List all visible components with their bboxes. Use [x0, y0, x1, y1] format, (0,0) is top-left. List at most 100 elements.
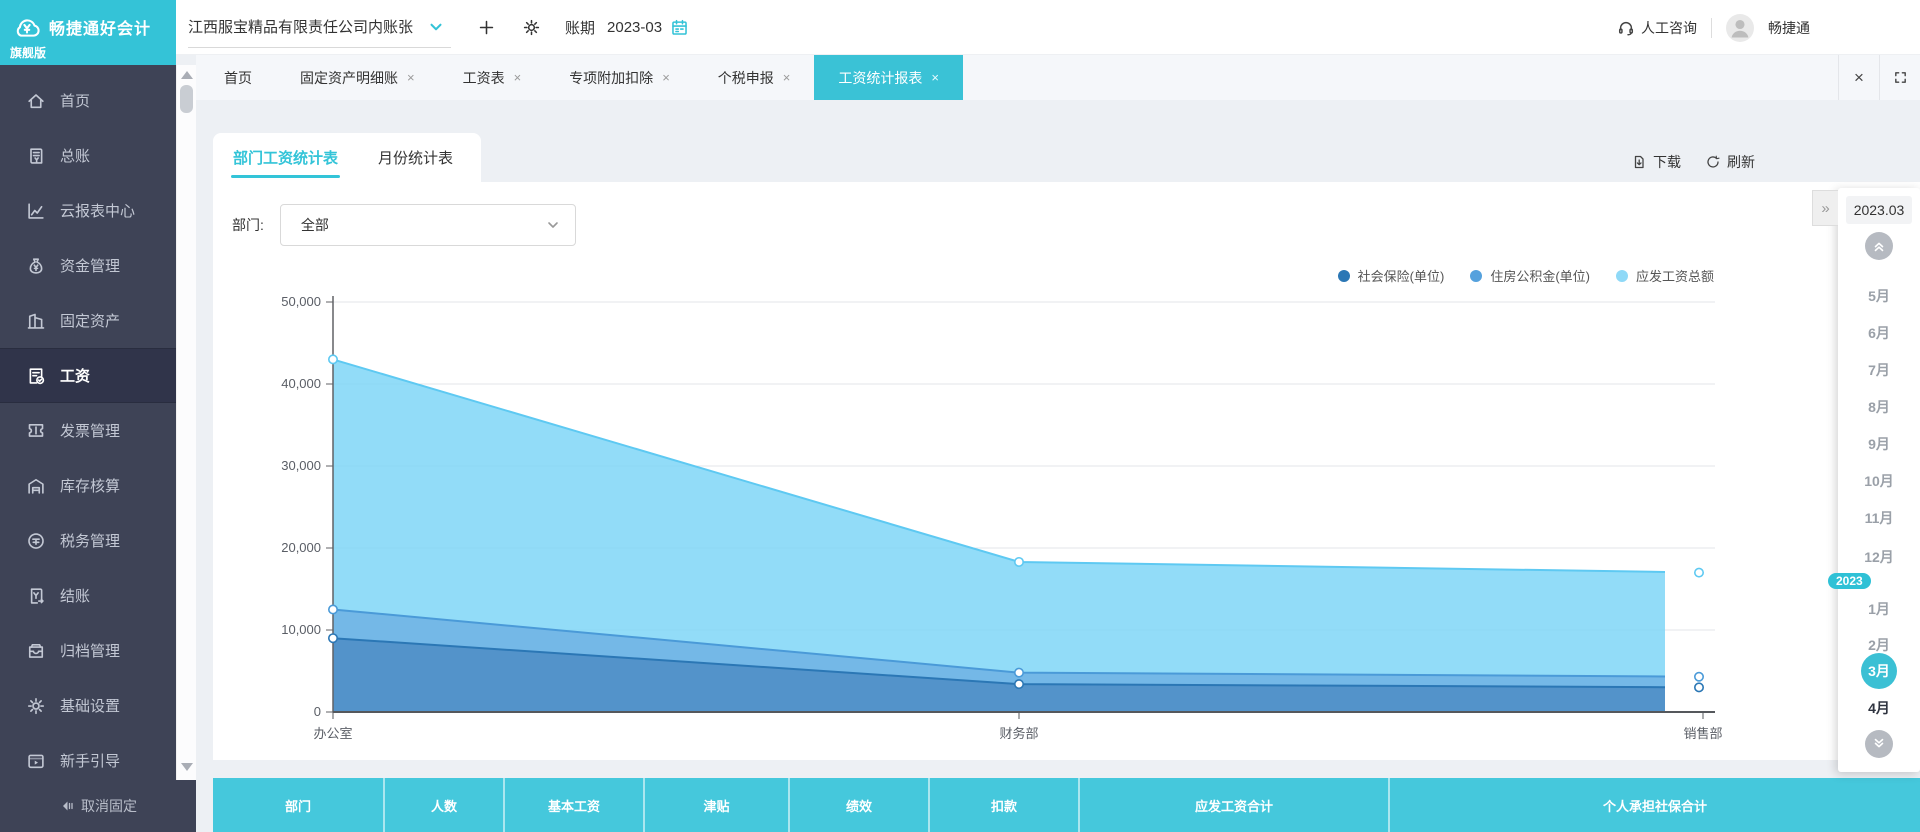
support-button[interactable]: 人工咨询 — [1617, 18, 1697, 38]
tax-icon — [28, 532, 44, 549]
sidebar-item[interactable]: 发票管理 — [0, 403, 176, 458]
scroll-up-arrow[interactable] — [181, 71, 193, 79]
tab-label: 固定资产明细账 — [300, 69, 398, 86]
sidebar-item[interactable]: 库存核算 — [0, 458, 176, 513]
legend-item[interactable]: 社会保险(单位) — [1337, 266, 1445, 285]
period-value[interactable]: 2023-03 — [607, 18, 663, 36]
sidebar-item-label: 首页 — [60, 93, 91, 110]
sidebar-item[interactable]: 结账 — [0, 568, 176, 623]
month-item[interactable]: 10月 — [1864, 473, 1894, 489]
svg-text:0: 0 — [314, 704, 321, 719]
moneybag-icon — [29, 257, 43, 274]
archive-icon — [28, 643, 44, 658]
month-item[interactable]: 7月 — [1868, 362, 1890, 378]
company-selector[interactable]: 江西服宝精品有限责任公司内账张 — [188, 16, 452, 48]
sidebar-unpin-button[interactable]: 取消固定 — [0, 780, 196, 832]
month-item[interactable]: 11月 — [1864, 510, 1894, 526]
sidebar-item[interactable]: 基础设置 — [0, 678, 176, 733]
month-item[interactable]: 4月 — [1868, 700, 1890, 716]
refresh-button[interactable]: 刷新 — [1705, 152, 1755, 172]
sidebar-item[interactable]: 资金管理 — [0, 238, 176, 293]
department-filter: 部门: 全部 — [232, 204, 576, 246]
months-scroll-up-button[interactable] — [1865, 232, 1893, 260]
collapse-chevrons-icon: » — [1821, 199, 1830, 217]
brand-edition: 旗舰版 — [10, 46, 47, 60]
month-item[interactable]: 5月 — [1868, 288, 1890, 304]
support-label: 人工咨询 — [1641, 19, 1697, 36]
expand-icon — [1894, 72, 1906, 83]
close-tab-icon[interactable]: × — [931, 70, 939, 85]
company-name: 江西服宝精品有限责任公司内账张 — [188, 19, 414, 36]
unpin-icon — [63, 801, 73, 811]
invoice-icon — [28, 423, 44, 437]
sidebar-item[interactable]: 新手引导 — [0, 733, 176, 788]
report-subtab[interactable]: 月份统计表 — [378, 150, 454, 167]
sidebar-scrollbar[interactable] — [176, 65, 196, 780]
sidebar-item[interactable]: 归档管理 — [0, 623, 176, 678]
main-tab[interactable]: 专项附加扣除 × — [545, 55, 694, 100]
tab-label: 工资统计报表 — [838, 69, 923, 86]
sidebar-item[interactable]: 云报表中心 — [0, 183, 176, 238]
close-tab-icon[interactable]: × — [662, 70, 670, 85]
month-item[interactable]: 1月 — [1868, 601, 1890, 617]
month-item-selected[interactable]: 3月 — [1861, 653, 1897, 689]
report-subtab[interactable]: 部门工资统计表 — [213, 133, 358, 182]
gear-icon — [523, 19, 540, 35]
main-tab[interactable]: 工资统计报表 × — [814, 55, 963, 100]
sidebar-item-label: 固定资产 — [60, 313, 121, 330]
department-select-value: 全部 — [300, 217, 329, 233]
selected-period[interactable]: 2023.03 — [1846, 196, 1912, 224]
closing-icon — [30, 587, 44, 604]
user-name[interactable]: 畅捷通 — [1768, 19, 1810, 36]
sidebar-item[interactable]: 总账 — [0, 128, 176, 183]
legend-item[interactable]: 应发工资总额 — [1615, 266, 1714, 285]
month-item[interactable]: 12月 — [1864, 549, 1894, 565]
tab-label: 工资表 — [462, 69, 505, 86]
legend-item[interactable]: 住房公积金(单位) — [1470, 266, 1590, 285]
table-column-header: 津贴 — [645, 778, 790, 832]
month-item[interactable]: 2月 — [1868, 637, 1890, 653]
svg-text:20,000: 20,000 — [281, 540, 321, 555]
table-column-header: 人数 — [385, 778, 505, 832]
close-tab-icon[interactable]: × — [782, 70, 791, 85]
close-tab-icon[interactable]: × — [407, 70, 415, 85]
month-item[interactable]: 6月 — [1868, 325, 1890, 341]
sidebar-menu: 首页总账云报表中心资金管理固定资产工资 发票管理 库存核算 税务管理结账归档管理 基础设… — [0, 65, 176, 780]
calendar-icon[interactable] — [670, 18, 689, 37]
account-settings-button[interactable] — [522, 18, 541, 37]
fullscreen-button[interactable] — [1879, 55, 1920, 100]
close-tab-icon[interactable]: × — [513, 70, 522, 85]
cloud-logo-icon — [16, 19, 40, 37]
month-item[interactable]: 9月 — [1868, 436, 1890, 452]
svg-text:40,000: 40,000 — [281, 376, 321, 391]
sidebar-item-label: 云报表中心 — [60, 203, 136, 220]
refresh-label: 刷新 — [1727, 154, 1755, 170]
download-button[interactable]: 下载 — [1631, 152, 1681, 172]
sidebar-item[interactable]: 税务管理 — [0, 513, 176, 568]
scrollbar-thumb[interactable] — [180, 85, 193, 113]
user-icon — [1731, 19, 1749, 37]
sidebar-item-label: 结账 — [60, 588, 91, 605]
main-tab[interactable]: 工资表 × — [439, 55, 546, 100]
panel-collapse-button[interactable]: » — [1812, 190, 1838, 226]
main-tab[interactable]: 首页 — [200, 55, 276, 100]
plus-icon — [479, 20, 494, 34]
close-tabs-button[interactable]: × — [1838, 55, 1879, 100]
sidebar-item[interactable]: 首页 — [0, 73, 176, 128]
legend-label: 社会保险(单位) — [1357, 269, 1445, 284]
tab-label: 首页 — [224, 69, 252, 86]
legend-label: 应发工资总额 — [1635, 269, 1714, 284]
month-item[interactable]: 8月 — [1868, 399, 1890, 415]
sidebar-item[interactable]: 工资 — [0, 348, 176, 403]
add-account-button[interactable] — [477, 18, 496, 37]
avatar[interactable] — [1726, 13, 1754, 42]
main-tab[interactable]: 个税申报 × — [694, 55, 815, 100]
main-tab[interactable]: 固定资产明细账 × — [276, 55, 439, 100]
salary-chart: 0 10,000 20,000 30,000 40,000 50,000 办公室 财务部 销售部 — [281, 294, 1722, 741]
gear-icon — [27, 697, 45, 714]
svg-text:10,000: 10,000 — [281, 622, 321, 637]
sidebar-item[interactable]: 固定资产 — [0, 293, 176, 348]
months-scroll-down-button[interactable] — [1865, 730, 1893, 758]
scroll-down-arrow[interactable] — [181, 763, 193, 771]
department-select[interactable]: 全部 — [279, 204, 576, 246]
